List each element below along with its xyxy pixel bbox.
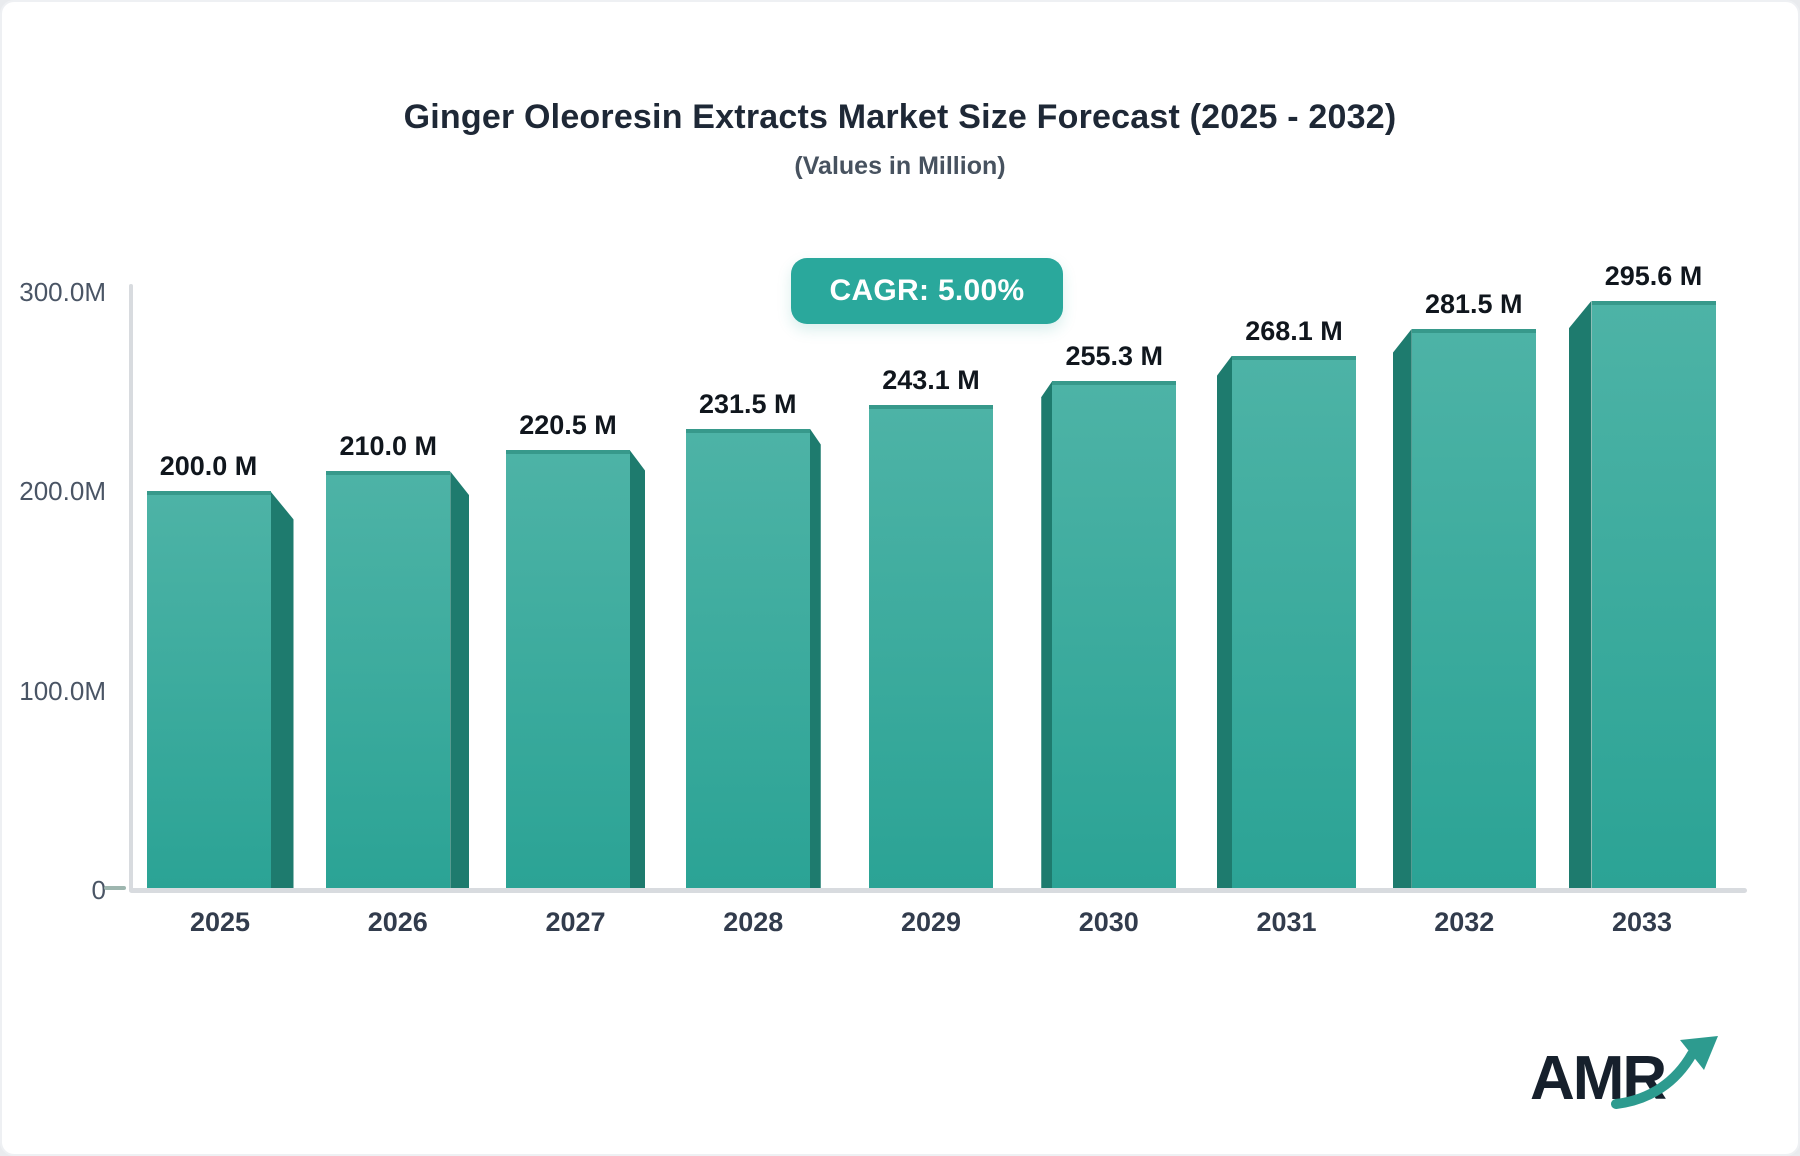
- chart-subtitle: (Values in Million): [794, 152, 1006, 180]
- x-axis-year-label: 2031: [1256, 907, 1317, 937]
- bar-value-label: 295.6 M: [1604, 260, 1703, 291]
- bar-value-label: 281.5 M: [1424, 288, 1523, 319]
- bar-value-label: 220.5 M: [519, 410, 617, 441]
- bar-front-face: [146, 491, 271, 888]
- bar-side-face: [1041, 381, 1053, 888]
- bar-side-face: [809, 428, 821, 888]
- bar-side-face: [270, 491, 294, 888]
- x-axis-year-label: 2026: [367, 907, 428, 937]
- bar-front-face: [685, 428, 810, 888]
- chart-title: Ginger Oleoresin Extracts Market Size Fo…: [403, 98, 1397, 136]
- y-axis-line: [129, 284, 133, 892]
- x-axis-line: [129, 888, 1747, 893]
- bar-front-face: [869, 405, 993, 888]
- amr-logo: AMR: [1530, 1034, 1720, 1114]
- bar-value-label: 200.0 M: [159, 451, 258, 482]
- x-axis-year-label: 2027: [545, 907, 606, 937]
- y-axis-tick-label: 300.0M: [19, 277, 106, 307]
- cagr-badge: CAGR: 5.00%: [791, 258, 1063, 324]
- logo-growth-arrow-icon: [1611, 1036, 1718, 1109]
- x-axis-year-label: 2030: [1078, 907, 1139, 937]
- y-axis-tick-label: 0: [91, 875, 106, 905]
- bar-value-label: 255.3 M: [1065, 341, 1164, 372]
- bar-side-face: [1568, 300, 1592, 888]
- bar-front-face: [1411, 328, 1536, 888]
- bar-value-label: 268.1 M: [1245, 315, 1343, 346]
- bar-front-face: [1052, 381, 1177, 888]
- zero-tick-dash: [104, 886, 126, 890]
- y-axis-tick-label: 100.0M: [19, 675, 106, 706]
- bar-value-label: 210.0 M: [339, 431, 438, 462]
- x-axis-year-label: 2032: [1434, 907, 1495, 937]
- y-axis-tick-label: 200.0M: [19, 476, 106, 507]
- bar-side-face: [630, 450, 645, 888]
- bar-side-face: [450, 471, 470, 888]
- bar-front-face: [326, 471, 451, 888]
- bar-front-face: [506, 450, 630, 888]
- bar-front-face: [1232, 355, 1356, 888]
- bar-side-face: [1217, 355, 1232, 888]
- x-axis-year-label: 2029: [900, 907, 962, 937]
- x-axis-year-label: 2033: [1611, 907, 1673, 937]
- bar-front-face: [1591, 300, 1716, 888]
- x-axis-year-label: 2025: [189, 907, 251, 937]
- x-axis-year-label: 2028: [723, 907, 784, 937]
- bar-value-label: 243.1 M: [882, 365, 980, 396]
- bar-value-label: 231.5 M: [698, 388, 797, 419]
- bar-side-face: [1392, 328, 1412, 888]
